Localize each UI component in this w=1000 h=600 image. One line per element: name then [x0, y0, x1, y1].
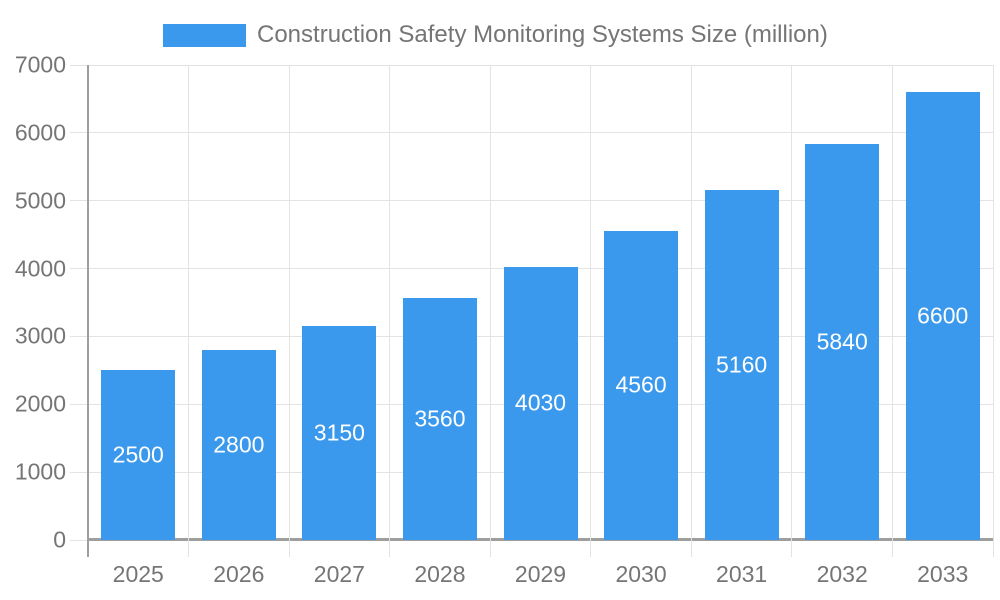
h-gridline — [88, 64, 993, 66]
v-gridline — [489, 65, 491, 557]
bar-value-label: 3150 — [313, 419, 365, 446]
x-axis-label: 2028 — [414, 561, 466, 587]
bar[interactable] — [302, 326, 377, 540]
h-gridline — [88, 200, 993, 202]
v-gridline — [992, 65, 994, 557]
x-axis-label: 2031 — [716, 561, 768, 587]
v-gridline — [188, 65, 190, 557]
x-axis-label: 2030 — [615, 561, 667, 587]
bar[interactable] — [201, 350, 276, 540]
v-gridline — [891, 65, 893, 557]
bar[interactable] — [503, 266, 578, 540]
bar[interactable] — [402, 298, 477, 540]
x-axis-label: 2026 — [213, 561, 265, 587]
y-axis-label: 0 — [53, 526, 66, 553]
y-tick — [70, 268, 88, 270]
y-axis-label: 2000 — [14, 390, 66, 417]
x-axis-label: 2027 — [313, 561, 365, 587]
v-gridline — [690, 65, 692, 557]
y-axis-label: 1000 — [14, 458, 66, 485]
bar-value-label: 4030 — [514, 389, 567, 416]
bar-value-label: 3560 — [414, 405, 466, 432]
plot-area: 0 1000 2000 3000 4000 5000 6000 7000 2500 2025 280… — [15, 53, 994, 587]
y-axis-label: 4000 — [14, 255, 66, 282]
y-tick — [70, 132, 88, 134]
bar-value-label: 5840 — [816, 328, 868, 355]
y-axis-line — [87, 65, 89, 557]
bar[interactable] — [905, 92, 980, 540]
y-axis-label: 5000 — [14, 187, 66, 214]
bar[interactable] — [704, 189, 779, 540]
x-axis-label: 2032 — [816, 561, 868, 587]
v-gridline — [590, 65, 592, 557]
bar[interactable] — [604, 230, 679, 540]
bar-value-label: 5160 — [716, 351, 768, 378]
x-axis-label: 2029 — [514, 561, 567, 587]
bar-value-label: 2500 — [112, 441, 164, 468]
legend-swatch-icon — [163, 23, 246, 47]
v-gridline — [288, 65, 290, 557]
bar-value-label: 6600 — [917, 302, 969, 329]
y-tick — [70, 539, 88, 541]
v-gridline — [791, 65, 793, 557]
bar-value-label: 4560 — [615, 371, 667, 398]
x-axis-label: 2025 — [112, 561, 164, 587]
bar[interactable] — [101, 370, 176, 540]
y-tick — [70, 403, 88, 405]
y-tick — [70, 64, 88, 66]
v-gridline — [389, 65, 391, 557]
bar-value-label: 2800 — [213, 431, 265, 458]
legend-label: Construction Safety Monitoring Systems S… — [257, 21, 828, 48]
bar[interactable] — [805, 143, 880, 540]
y-axis-label: 7000 — [14, 51, 66, 78]
y-axis-label: 3000 — [14, 322, 66, 349]
y-axis-label: 6000 — [14, 119, 66, 146]
y-tick — [70, 471, 88, 473]
x-axis-label: 2033 — [917, 561, 969, 587]
legend: Construction Safety Monitoring Systems S… — [163, 21, 828, 49]
y-tick — [70, 200, 88, 202]
h-gridline — [88, 132, 993, 134]
y-tick — [70, 335, 88, 337]
